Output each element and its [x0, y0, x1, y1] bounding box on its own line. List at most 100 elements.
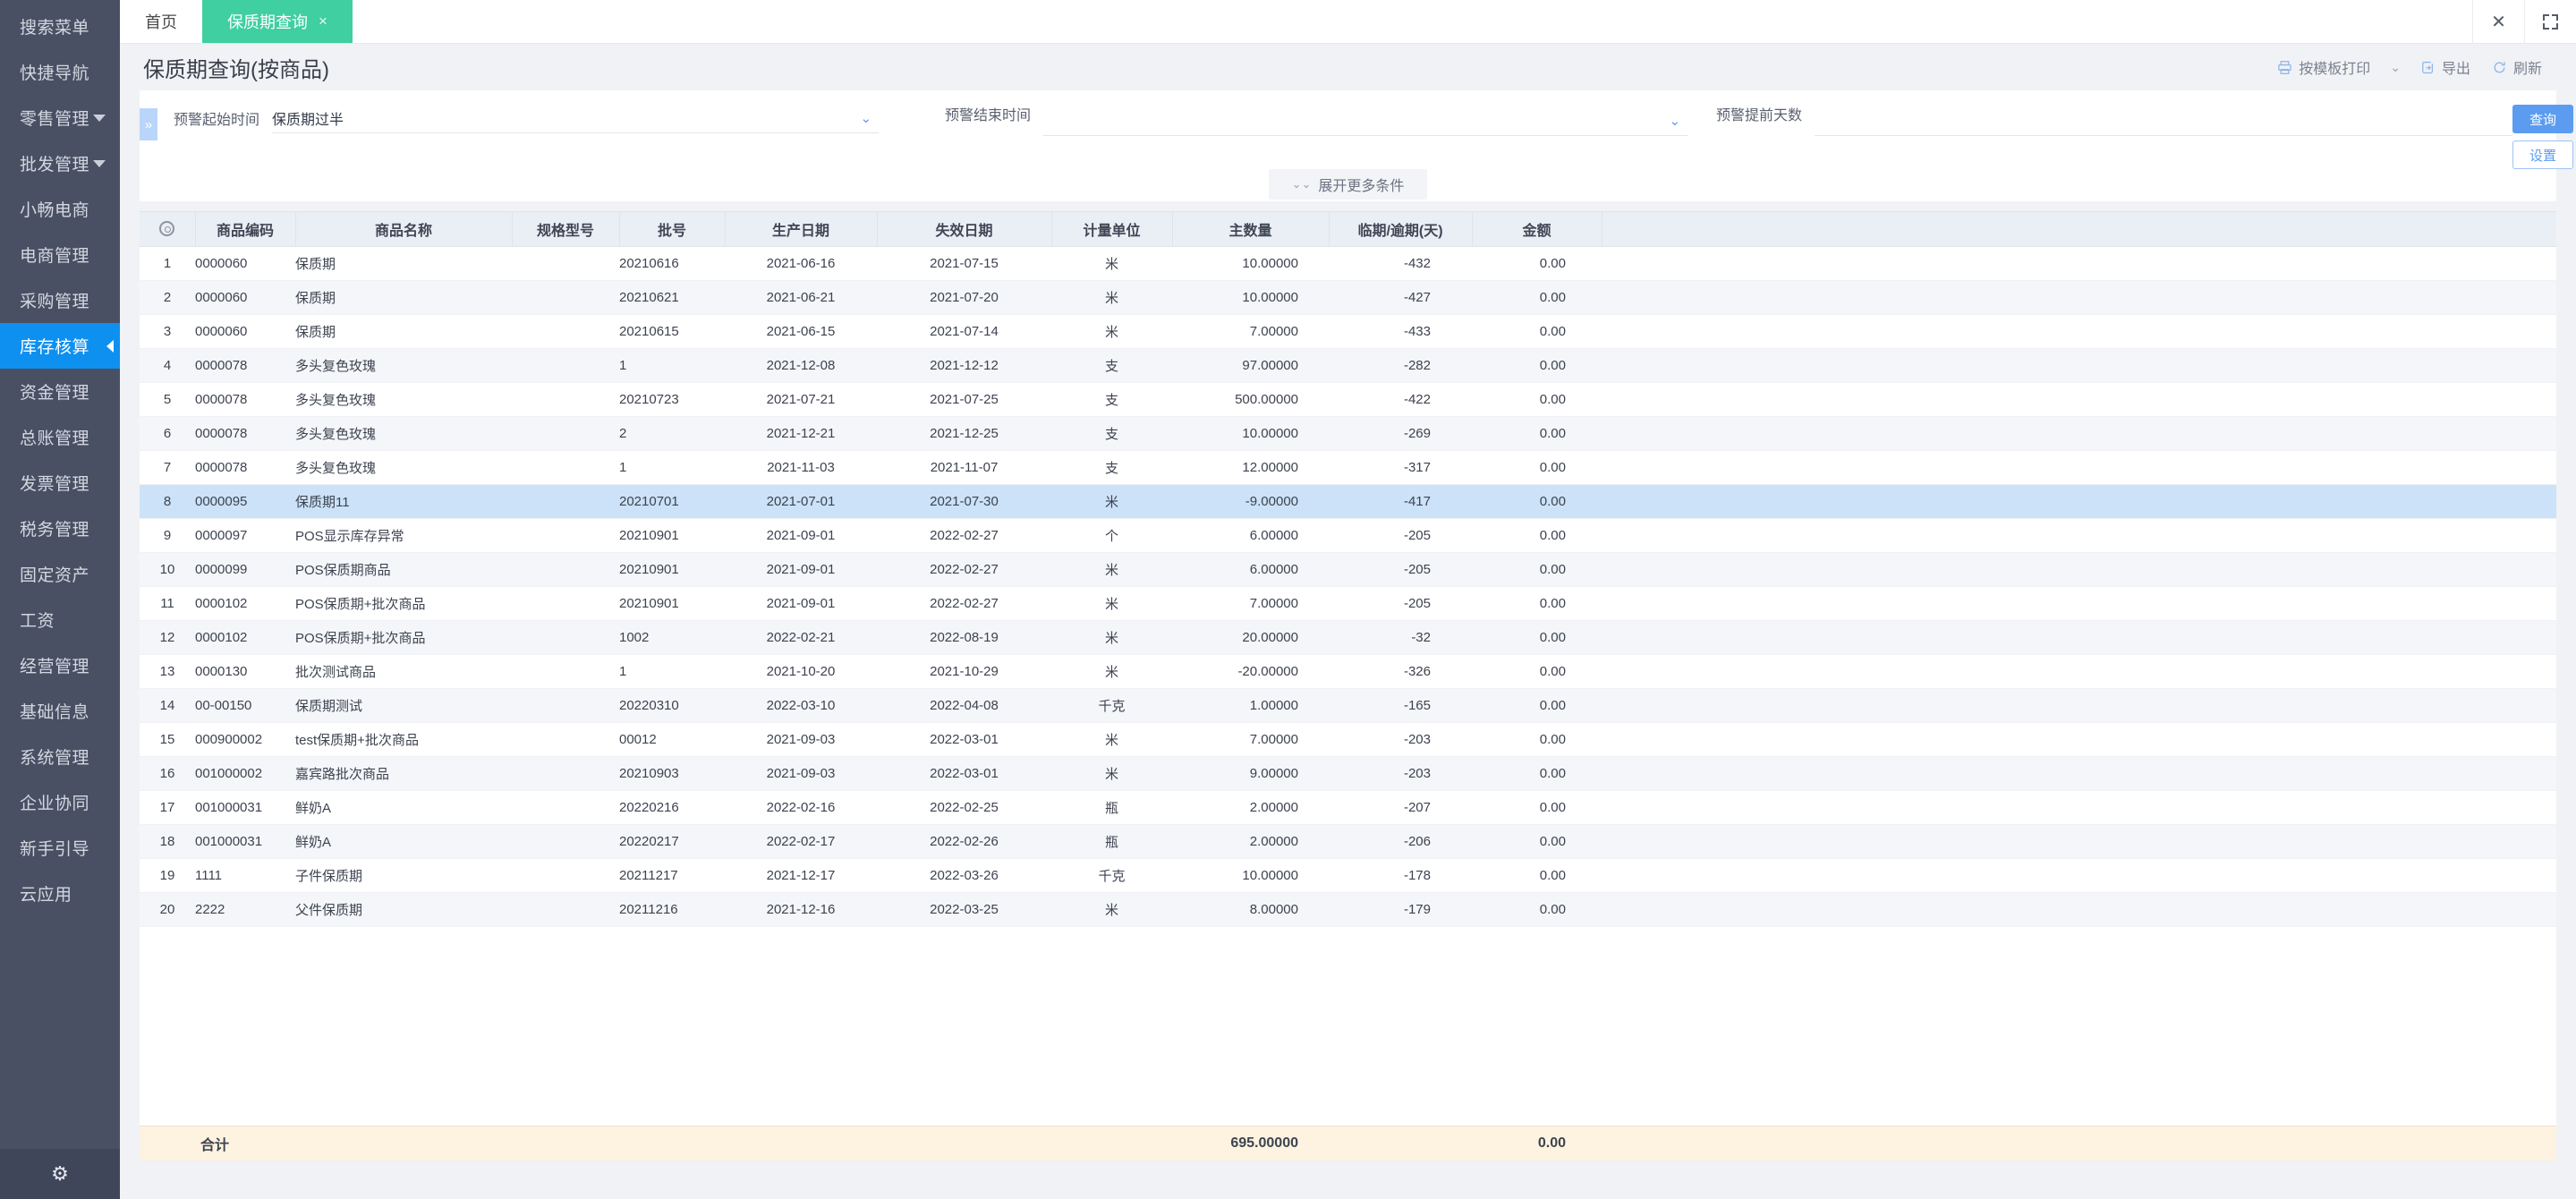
table-row[interactable]: 7 0000078 多头复色玫瑰 1 2021-11-03 2021-11-07 支 12.0…	[140, 450, 2556, 485]
column-header-spec[interactable]: 规格型号	[512, 211, 620, 247]
expand-more-conditions-button[interactable]: ⌄⌄ 展开更多条件	[1268, 169, 1428, 200]
table-row[interactable]: 9 0000097 POS显示库存异常 20210901 2021-09-01 2022-…	[140, 518, 2556, 553]
tab-home[interactable]: 首页	[120, 0, 202, 43]
cell-name: 多头复色玫瑰	[295, 348, 512, 383]
filter-input-start-time[interactable]: 保质期过半 ⌄	[272, 103, 880, 133]
table-row[interactable]: 17 001000031 鲜奶A 20220216 2022-02-16 2022-02-…	[140, 790, 2556, 825]
cell-spacer	[1602, 892, 2556, 927]
sidebar-item-9[interactable]: 总账管理	[0, 414, 120, 460]
sidebar-item-17[interactable]: 企业协同	[0, 779, 120, 825]
filter-input-end-time[interactable]: ⌄	[1043, 106, 1688, 136]
column-header-qty[interactable]: 主数量	[1172, 211, 1330, 247]
sidebar-item-3[interactable]: 批发管理	[0, 140, 120, 186]
sidebar-item-label: 固定资产	[20, 566, 90, 585]
sidebar-item-label: 云应用	[20, 886, 72, 905]
cell-spec	[512, 416, 619, 451]
chevron-down-icon[interactable]	[93, 159, 106, 167]
settings-button[interactable]: 设置	[2512, 140, 2574, 169]
sidebar-item-11[interactable]: 税务管理	[0, 506, 120, 551]
sidebar-item-label: 基础信息	[20, 703, 90, 722]
table-row[interactable]: 4 0000078 多头复色玫瑰 1 2021-12-08 2021-12-12 支 97.0…	[140, 348, 2556, 383]
tab-bar-spacer	[353, 0, 2472, 43]
table-row[interactable]: 2 0000060 保质期 20210621 2021-06-21 2021-07-20 米…	[140, 280, 2556, 315]
cell-exp-date: 2021-07-30	[877, 484, 1051, 519]
cell-exp-date: 2022-02-27	[877, 552, 1051, 587]
table-row[interactable]: 16 001000002 嘉宾路批次商品 20210903 2021-09-03 2022…	[140, 756, 2556, 791]
cell-spec	[512, 858, 619, 893]
table-row[interactable]: 10 0000099 POS保质期商品 20210901 2021-09-01 2022-…	[140, 552, 2556, 587]
column-header-name[interactable]: 商品名称	[295, 211, 513, 247]
sidebar-item-6[interactable]: 采购管理	[0, 277, 120, 323]
table-row[interactable]: 18 001000031 鲜奶A 20220217 2022-02-17 2022-02-…	[140, 824, 2556, 859]
sidebar-item-19[interactable]: 云应用	[0, 871, 120, 916]
table-row[interactable]: 12 0000102 POS保质期+批次商品 1002 2022-02-21 2022-0…	[140, 620, 2556, 655]
cell-qty: 6.00000	[1172, 552, 1329, 587]
cell-prod-date: 2021-09-01	[725, 552, 877, 587]
refresh-label: 刷新	[2512, 62, 2542, 77]
table-row[interactable]: 13 0000130 批次测试商品 1 2021-10-20 2021-10-29 米 -20…	[140, 654, 2556, 689]
filter-collapse-toggle[interactable]: »	[140, 108, 157, 140]
table-row[interactable]: 14 00-00150 保质期测试 20220310 2022-03-10 2022-04…	[140, 688, 2556, 723]
cell-batch: 1	[619, 348, 725, 383]
sidebar-item-10[interactable]: 发票管理	[0, 460, 120, 506]
chevron-down-icon[interactable]: ⌄	[860, 111, 872, 126]
column-header-unit[interactable]: 计量单位	[1051, 211, 1173, 247]
cell-index: 16	[140, 756, 195, 791]
export-button[interactable]: 导出	[2410, 56, 2481, 78]
cell-spec	[512, 552, 619, 587]
tab-shelf-life-query[interactable]: 保质期查询 ×	[202, 0, 353, 43]
chevron-down-icon[interactable]	[93, 114, 106, 122]
window-maximize-button[interactable]	[2524, 0, 2576, 43]
table-row[interactable]: 15 000900002 test保质期+批次商品 00012 2021-09-03 20…	[140, 722, 2556, 757]
table-row[interactable]: 20 2222 父件保质期 20211216 2021-12-16 2022-03-25 米…	[140, 892, 2556, 927]
table-row[interactable]: 6 0000078 多头复色玫瑰 2 2021-12-21 2021-12-25 支 10.0…	[140, 416, 2556, 451]
sidebar-item-8[interactable]: 资金管理	[0, 369, 120, 414]
table-row[interactable]: 8 0000095 保质期11 20210701 2021-07-01 2021-07-3…	[140, 484, 2556, 519]
column-header-prod-date[interactable]: 生产日期	[725, 211, 878, 247]
column-header-settings[interactable]	[140, 211, 196, 247]
sidebar-settings-button[interactable]: ⚙	[0, 1149, 120, 1199]
column-header-batch[interactable]: 批号	[619, 211, 726, 247]
sidebar-item-5[interactable]: 电商管理	[0, 232, 120, 277]
total-qty: 695.00000	[1230, 1135, 1298, 1151]
refresh-button[interactable]: 刷新	[2481, 56, 2553, 78]
sidebar-item-1[interactable]: 快捷导航	[0, 49, 120, 95]
cell-name: 批次测试商品	[295, 654, 512, 689]
window-close-button[interactable]: ✕	[2472, 0, 2524, 43]
sidebar-item-4[interactable]: 小畅电商	[0, 186, 120, 232]
cell-batch: 20211216	[619, 892, 725, 927]
sidebar-item-0[interactable]: 搜索菜单	[0, 4, 120, 49]
cell-amount: 0.00	[1472, 552, 1602, 587]
cell-qty: 97.00000	[1172, 348, 1329, 383]
cell-unit: 米	[1051, 654, 1172, 689]
column-header-exp-date[interactable]: 失效日期	[877, 211, 1052, 247]
sidebar-item-7[interactable]: 库存核算	[0, 323, 120, 369]
sidebar-item-18[interactable]: 新手引导	[0, 825, 120, 871]
table-row[interactable]: 5 0000078 多头复色玫瑰 20210723 2021-07-21 2021-07-…	[140, 382, 2556, 417]
sidebar-item-15[interactable]: 基础信息	[0, 688, 120, 734]
cell-exp-date: 2022-02-26	[877, 824, 1051, 859]
cell-spec	[512, 484, 619, 519]
print-template-button[interactable]: 按模板打印	[2266, 56, 2381, 78]
tab-close-icon[interactable]: ×	[319, 13, 327, 30]
column-header-amount[interactable]: 金额	[1472, 211, 1603, 247]
cell-batch: 1	[619, 450, 725, 485]
table-row[interactable]: 19 1111 子件保质期 20211217 2021-12-17 2022-03-26 千…	[140, 858, 2556, 893]
cell-qty: 7.00000	[1172, 314, 1329, 349]
chevron-down-icon[interactable]: ⌄	[1669, 113, 1681, 129]
sidebar-item-16[interactable]: 系统管理	[0, 734, 120, 779]
print-dropdown-caret-icon[interactable]: ⌄	[2390, 59, 2401, 74]
sidebar-item-14[interactable]: 经营管理	[0, 642, 120, 688]
sidebar-item-12[interactable]: 固定资产	[0, 551, 120, 597]
sidebar-item-2[interactable]: 零售管理	[0, 95, 120, 140]
cell-index: 18	[140, 824, 195, 859]
cell-exp-date: 2022-02-27	[877, 518, 1051, 553]
table-row[interactable]: 11 0000102 POS保质期+批次商品 20210901 2021-09-01 20…	[140, 586, 2556, 621]
search-button[interactable]: 查询	[2512, 105, 2574, 133]
table-row[interactable]: 3 0000060 保质期 20210615 2021-06-15 2021-07-14 米…	[140, 314, 2556, 349]
sidebar-item-13[interactable]: 工资	[0, 597, 120, 642]
column-header-code[interactable]: 商品编码	[195, 211, 296, 247]
table-row[interactable]: 1 0000060 保质期 20210616 2021-06-16 2021-07-15 米…	[140, 246, 2556, 281]
column-header-days[interactable]: 临期/逾期(天)	[1329, 211, 1473, 247]
filter-input-advance-days[interactable]	[1815, 106, 2513, 136]
